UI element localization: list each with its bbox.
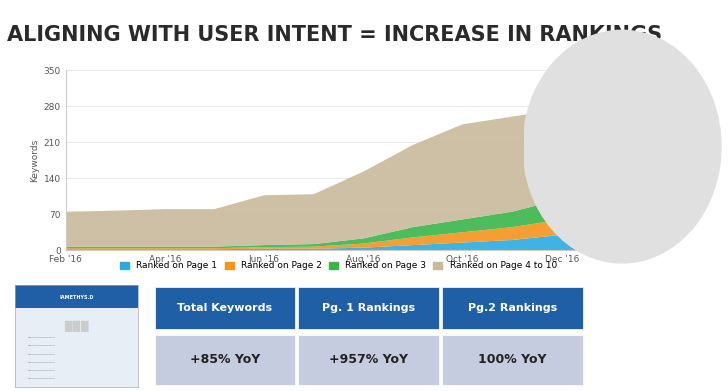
Text: ─────────────: ───────────── bbox=[27, 369, 55, 373]
FancyBboxPatch shape bbox=[298, 335, 439, 385]
Text: ─────────────: ───────────── bbox=[27, 361, 55, 365]
Text: Total Keywords: Total Keywords bbox=[177, 303, 272, 313]
FancyBboxPatch shape bbox=[443, 335, 583, 385]
Legend: Ranked on Page 1, Ranked on Page 2, Ranked on Page 3, Ranked on Page 4 to 10: Ranked on Page 1, Ranked on Page 2, Rank… bbox=[116, 258, 561, 274]
Text: +85% YoY: +85% YoY bbox=[190, 353, 260, 366]
Text: Pg.2 Rankings: Pg.2 Rankings bbox=[468, 303, 557, 313]
Text: IAMETHYS.D: IAMETHYS.D bbox=[59, 295, 94, 300]
FancyBboxPatch shape bbox=[154, 287, 295, 328]
FancyBboxPatch shape bbox=[154, 335, 295, 385]
Ellipse shape bbox=[523, 30, 721, 263]
Y-axis label: Keywords: Keywords bbox=[31, 139, 39, 182]
FancyBboxPatch shape bbox=[298, 287, 439, 328]
Text: 100% YoY: 100% YoY bbox=[478, 353, 547, 366]
FancyBboxPatch shape bbox=[15, 285, 138, 308]
FancyBboxPatch shape bbox=[443, 287, 583, 328]
Text: Pg. 1 Rankings: Pg. 1 Rankings bbox=[322, 303, 415, 313]
Text: ALIGNING WITH USER INTENT = INCREASE IN RANKINGS: ALIGNING WITH USER INTENT = INCREASE IN … bbox=[7, 25, 662, 45]
Text: ─────────────: ───────────── bbox=[27, 344, 55, 348]
Text: ▉▉▉: ▉▉▉ bbox=[63, 321, 90, 332]
Text: +957% YoY: +957% YoY bbox=[329, 353, 408, 366]
Text: ─────────────: ───────────── bbox=[27, 353, 55, 357]
Text: ─────────────: ───────────── bbox=[27, 336, 55, 340]
Text: ─────────────: ───────────── bbox=[27, 377, 55, 381]
